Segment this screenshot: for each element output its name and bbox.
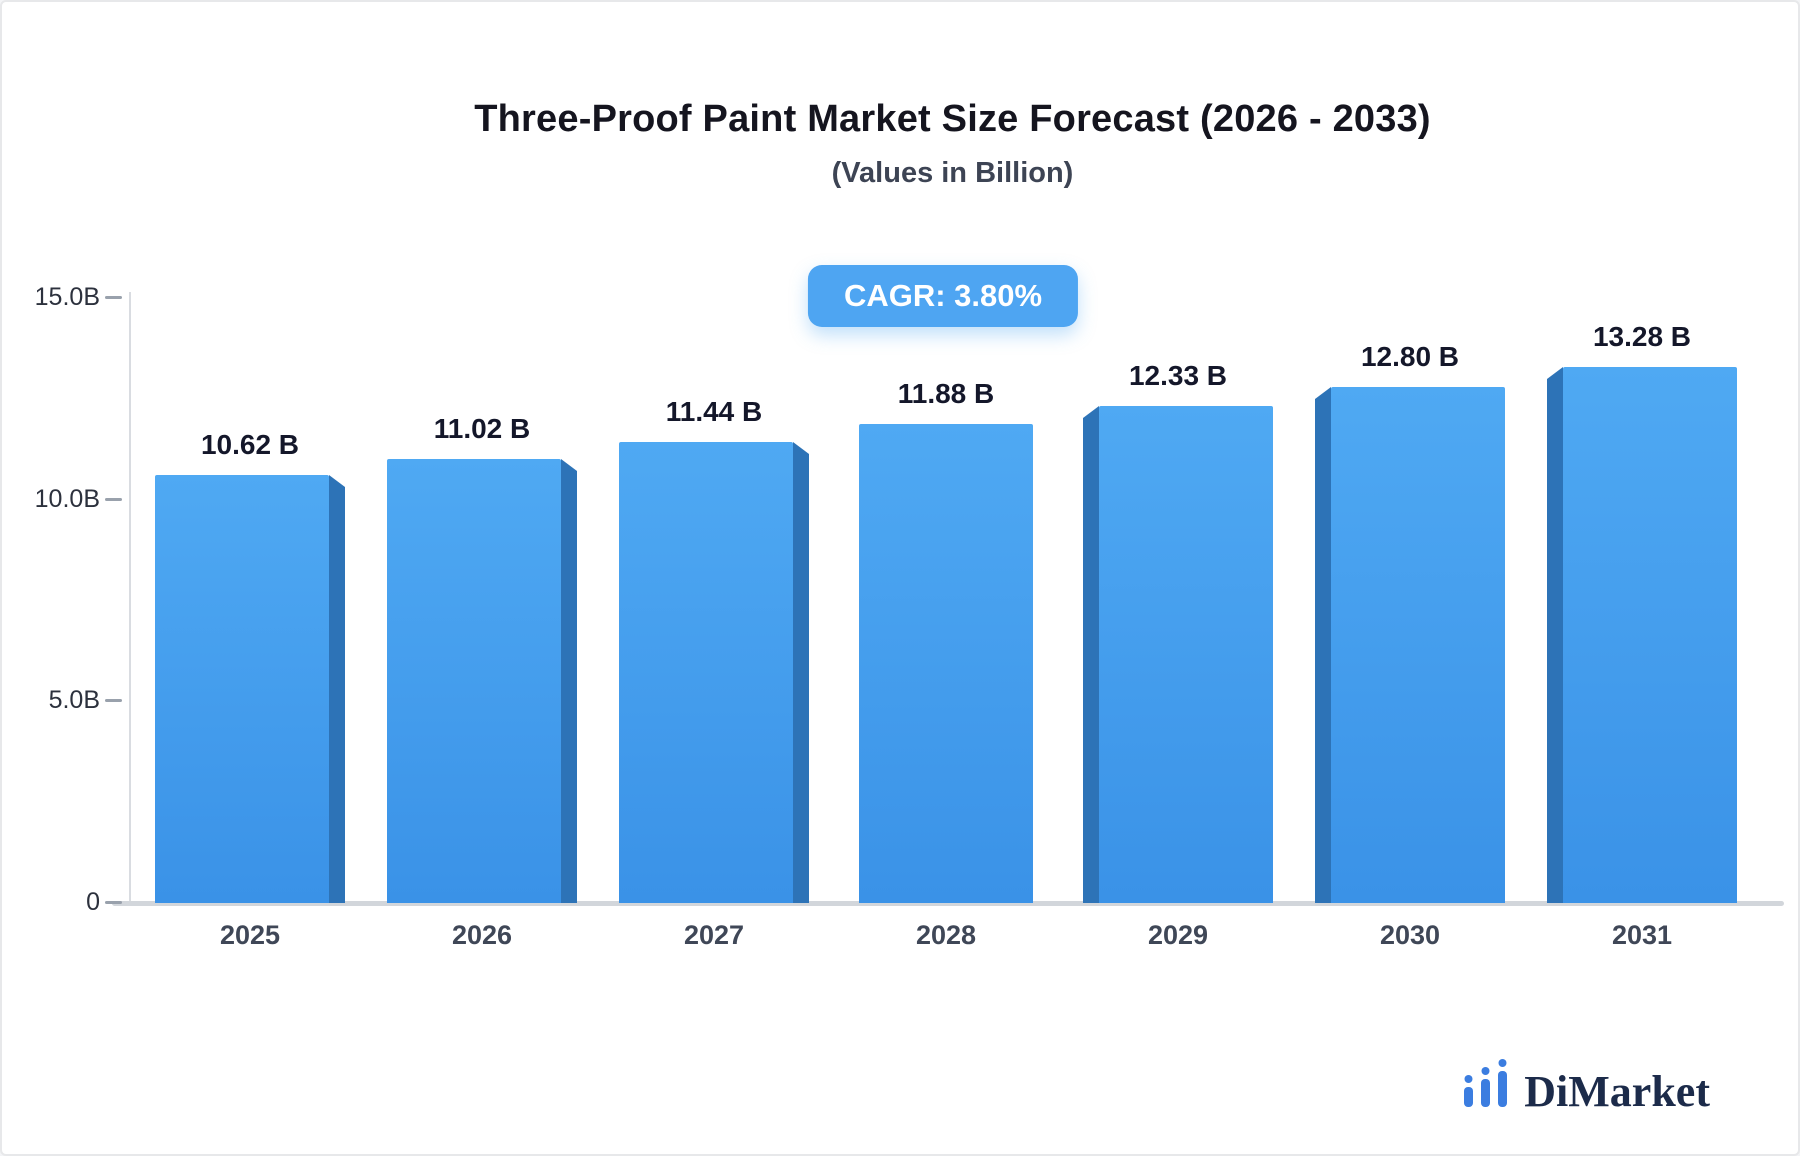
bar-side-face [561,459,577,903]
bar [155,475,329,903]
y-axis-tick-label: 10.0B [34,484,100,513]
bar-value-label: 11.88 B [897,378,995,409]
bar-side-face [793,442,809,903]
y-axis-line [129,292,131,903]
y-axis-tick-mark [105,699,122,703]
x-axis-label: 2031 [1611,920,1673,950]
bar-value-label: 12.80 B [1360,341,1460,372]
brand-watermark: DiMarket [1460,1057,1710,1114]
bar [1563,367,1737,903]
y-axis-tick-mark [105,497,122,501]
bar-value-label: 13.28 B [1592,321,1692,352]
bar-group-2028: 11.88 B [851,378,1041,903]
y-axis-tick-label: 0 [86,888,100,916]
x-axis-label: 2027 [683,920,745,950]
bar-group-2029: 12.33 B [1083,360,1273,903]
y-axis-tick-label: 5.0B [48,686,100,715]
bar-value-label: 11.44 B [665,396,763,427]
brand-name: DiMarket [1524,1067,1710,1116]
bar-value-label: 12.33 B [1128,360,1228,391]
bar-side-face [1547,367,1563,903]
bar-group-2030: 12.80 B [1315,341,1505,903]
bar-value-label: 10.62 B [200,429,300,460]
bar [1331,387,1505,903]
bar-side-face [329,475,345,903]
x-axis-label: 2030 [1379,920,1441,950]
x-axis-line [112,901,1784,906]
chart-subtitle: (Values in Billion) [831,157,1074,189]
x-axis-label: 2025 [219,920,281,950]
bar-group-2031: 13.28 B [1547,321,1737,903]
x-axis-label: 2029 [1147,920,1209,950]
bar [1099,406,1273,903]
y-axis-tick-mark [105,296,122,299]
bar-side-face [1083,406,1099,903]
bar-group-2027: 11.44 B [619,396,809,903]
x-axis-label: 2028 [915,920,977,950]
chart-header: Three-Proof Paint Market Size Forecast (… [132,98,1773,190]
bar [859,424,1033,903]
bar-group-2026: 11.02 B [387,413,577,903]
bar-value-label: 11.02 B [433,413,531,444]
bar [387,459,561,903]
cagr-badge: CAGR: 3.80% [807,265,1079,327]
y-axis-tick-label: 15.0B [34,283,100,311]
bar-side-face [1315,387,1331,903]
x-axis-label: 2026 [451,920,513,950]
chart-title: Three-Proof Paint Market Size Forecast (… [474,98,1431,140]
y-axis-tick-mark [105,901,122,904]
bar-group-2025: 10.62 B [155,429,345,903]
bar-chart-logo-icon [1460,1057,1512,1114]
bar [619,442,793,903]
